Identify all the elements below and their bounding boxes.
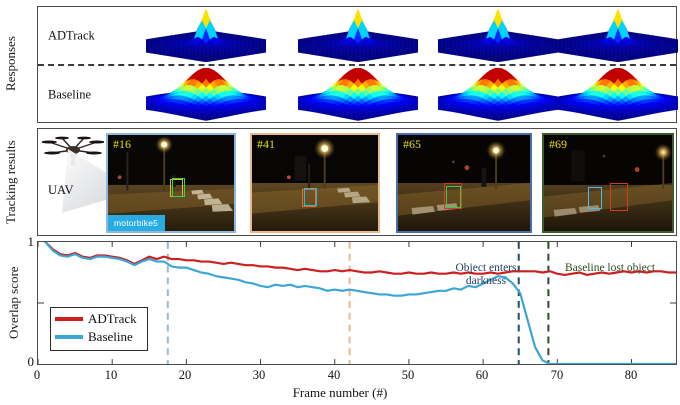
tracking-frame-16[interactable]: #16 motorbike5 [106,133,236,233]
baseline-box-41 [304,188,317,206]
response-surface-baseline-4 [558,68,678,121]
x-tick-0: 0 [33,368,41,382]
baseline-box-65 [446,186,461,208]
responses-baseline-label: Baseline [48,87,92,101]
camera-beam [62,149,136,213]
baseline-box-69 [588,187,602,209]
x-tick-50: 50 [401,368,415,382]
x-tick-30: 30 [252,368,266,382]
y-axis-title: Overlap score [6,266,21,340]
annotation-object-enters-darkness: Object enters darkness [455,262,517,287]
legend-entry-baseline: Baseline [55,328,133,346]
x-tick-80: 80 [624,368,638,382]
plot-drawing-area [38,242,676,364]
responses-row-label: Responses [3,36,18,92]
response-surface-baseline-2 [298,68,418,121]
frame-number-16: #16 [113,137,131,151]
tracking-frame-65[interactable]: #65 [396,133,532,233]
response-surface-adtrack-1 [146,9,266,62]
legend-label-baseline: Baseline [88,329,133,344]
responses-adtrack-row: ADTrack [38,7,678,64]
tracking-results-panel: UAV [37,128,677,236]
response-surface-baseline-3 [438,68,558,121]
legend-swatch-baseline [55,335,83,339]
adtrack-box-41 [302,189,316,207]
annotation-baseline-lost-object: Baseline lost object [564,262,656,274]
uav-illustration-zone: UAV [38,129,136,235]
legend-entry-adtrack: ADTrack [55,310,137,328]
x-tick-20: 20 [178,368,192,382]
tracking-row-label: Tracking results [3,140,18,224]
scene-image-41 [252,135,378,231]
object-tag: motorbike5 [108,215,166,231]
tracking-frame-41[interactable]: #41 [250,133,380,233]
response-surface-adtrack-2 [298,9,418,62]
responses-baseline-row: Baseline [38,66,678,123]
frame-number-69: #69 [549,137,567,151]
y-tick-1: 1 [27,234,35,249]
scene-image-69 [544,135,672,231]
responses-adtrack-label: ADTrack [48,28,95,42]
x-axis-title: Frame number (#) [292,385,388,400]
tracking-frame-69[interactable]: #69 [542,133,674,233]
y-tick-0: 0 [27,354,35,369]
x-tick-70: 70 [550,368,564,382]
legend-swatch-adtrack [55,317,83,321]
x-tick-10: 10 [104,368,118,382]
frame-number-65: #65 [403,137,421,151]
adtrack-box-65 [444,183,462,209]
scene-image-65 [398,135,530,231]
legend-label-adtrack: ADTrack [88,311,137,326]
responses-panel: ADTrack Baseline [37,6,678,123]
baseline-box-16 [172,178,185,197]
chart-legend: ADTrack Baseline [50,307,148,351]
x-tick-40: 40 [327,368,341,382]
uav-label: UAV [48,183,74,197]
adtrack-box-69 [610,183,628,211]
responses-divider [38,64,676,66]
x-tick-60: 60 [475,368,489,382]
response-surface-adtrack-3 [438,9,558,62]
response-surface-baseline-1 [146,68,266,121]
response-surface-adtrack-4 [558,9,678,62]
frame-number-41: #41 [257,137,275,151]
